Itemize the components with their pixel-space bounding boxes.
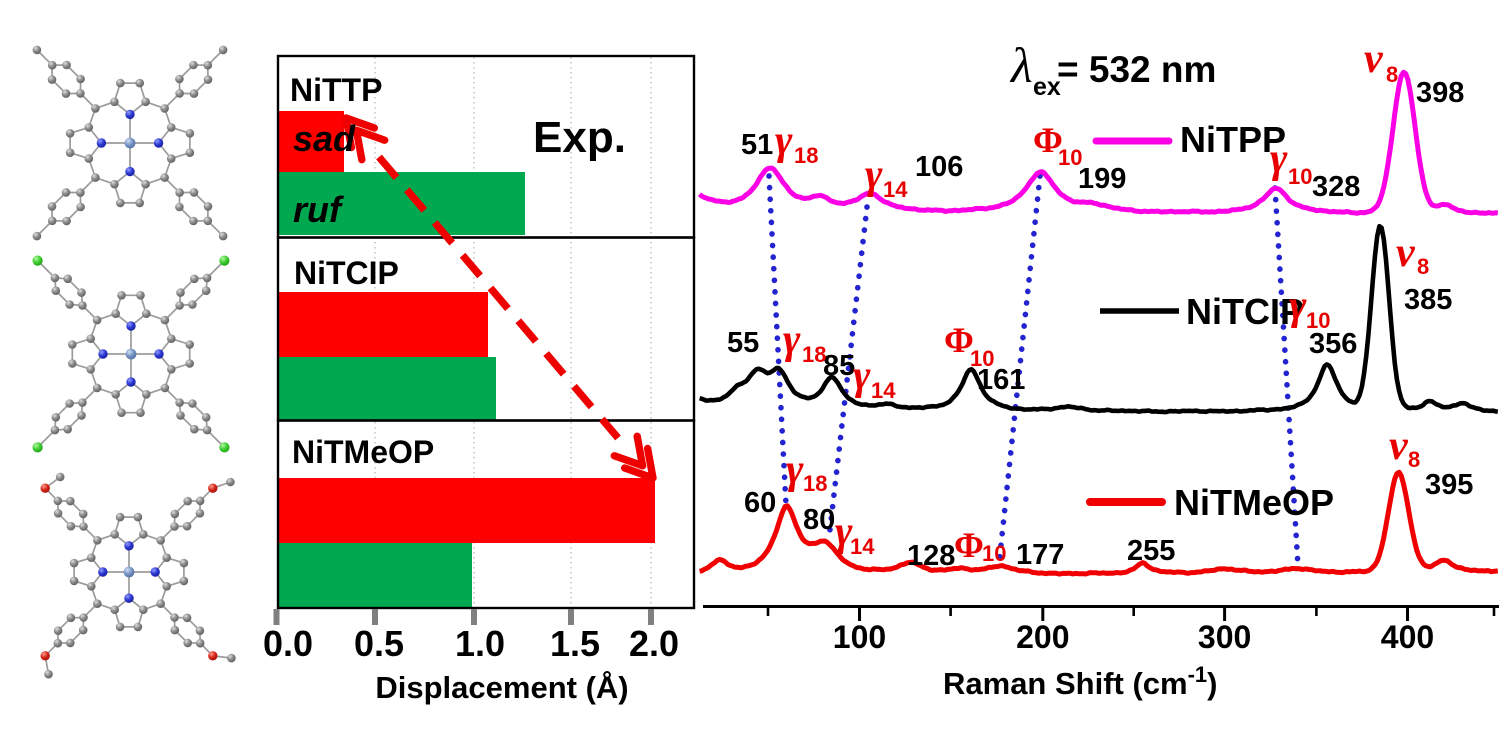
svg-text:100: 100 xyxy=(833,619,886,655)
svg-text:385: 385 xyxy=(1404,284,1452,316)
svg-text:γ: γ xyxy=(786,447,804,493)
svg-text:NiTCIP: NiTCIP xyxy=(1186,291,1304,332)
svg-text:γ: γ xyxy=(853,353,871,399)
svg-text:NiTTP: NiTTP xyxy=(290,72,382,108)
svg-text:1.5: 1.5 xyxy=(550,623,600,664)
svg-text:10: 10 xyxy=(982,541,1006,566)
svg-text:8: 8 xyxy=(1408,447,1420,472)
svg-text:γ: γ xyxy=(775,118,793,164)
svg-text:80: 80 xyxy=(803,504,835,536)
svg-text:328: 328 xyxy=(1312,171,1360,203)
svg-text:ruf: ruf xyxy=(293,189,344,230)
svg-text:8: 8 xyxy=(1417,254,1429,279)
svg-text:199: 199 xyxy=(1078,163,1126,195)
svg-text:8: 8 xyxy=(1386,62,1398,87)
svg-text:60: 60 xyxy=(744,487,776,519)
svg-text:128: 128 xyxy=(907,540,955,572)
svg-text:γ: γ xyxy=(865,152,883,198)
svg-text:395: 395 xyxy=(1425,469,1473,501)
svg-text:10: 10 xyxy=(1058,145,1082,170)
svg-text:0.5: 0.5 xyxy=(354,623,404,664)
svg-text:γ: γ xyxy=(835,509,853,555)
svg-text:18: 18 xyxy=(794,143,818,168)
svg-text:398: 398 xyxy=(1416,77,1464,109)
svg-text:1.0: 1.0 xyxy=(455,623,505,664)
svg-text:Φ: Φ xyxy=(954,525,984,565)
svg-text:Exp.: Exp. xyxy=(533,113,626,162)
svg-text:Displacement (Å): Displacement (Å) xyxy=(375,670,628,705)
svg-text:200: 200 xyxy=(1016,619,1069,655)
svg-text:10: 10 xyxy=(1288,164,1312,189)
svg-text:106: 106 xyxy=(915,151,963,183)
svg-text:2.0: 2.0 xyxy=(629,623,679,664)
svg-text:Raman Shift (cm-1): Raman Shift (cm-1) xyxy=(943,662,1218,701)
svg-text:λ: λ xyxy=(1009,37,1033,93)
svg-text:ex: ex xyxy=(1033,73,1061,101)
svg-text:14: 14 xyxy=(871,378,896,403)
svg-text:177: 177 xyxy=(1016,539,1064,571)
svg-text:14: 14 xyxy=(883,177,908,202)
svg-text:255: 255 xyxy=(1127,535,1175,567)
svg-text:300: 300 xyxy=(1198,619,1251,655)
svg-text:Φ: Φ xyxy=(944,320,974,360)
svg-text:sad: sad xyxy=(293,118,356,159)
svg-text:NiTMeOP: NiTMeOP xyxy=(292,434,434,470)
svg-text:356: 356 xyxy=(1309,328,1357,360)
svg-text:51: 51 xyxy=(741,129,773,161)
svg-text:161: 161 xyxy=(977,364,1025,396)
svg-text:10: 10 xyxy=(1306,308,1330,333)
svg-text:ν: ν xyxy=(1396,230,1416,276)
svg-text:18: 18 xyxy=(803,471,827,496)
svg-text:ν: ν xyxy=(1364,36,1384,82)
svg-text:= 532 nm: = 532 nm xyxy=(1057,49,1216,90)
svg-text:10: 10 xyxy=(970,346,994,371)
svg-text:14: 14 xyxy=(850,534,875,559)
svg-text:Φ: Φ xyxy=(1033,120,1063,160)
svg-text:400: 400 xyxy=(1381,619,1434,655)
svg-text:85: 85 xyxy=(823,350,855,382)
svg-text:18: 18 xyxy=(802,342,826,367)
svg-text:NiTCIP: NiTCIP xyxy=(294,255,399,291)
svg-text:γ: γ xyxy=(1289,283,1307,329)
svg-text:ν: ν xyxy=(1389,423,1409,469)
svg-text:55: 55 xyxy=(727,327,759,359)
svg-text:0.0: 0.0 xyxy=(263,623,313,664)
svg-text:γ: γ xyxy=(783,317,801,363)
svg-text:NiTPP: NiTPP xyxy=(1180,119,1286,160)
svg-text:NiTMeOP: NiTMeOP xyxy=(1174,482,1334,523)
svg-text:γ: γ xyxy=(1270,136,1288,182)
